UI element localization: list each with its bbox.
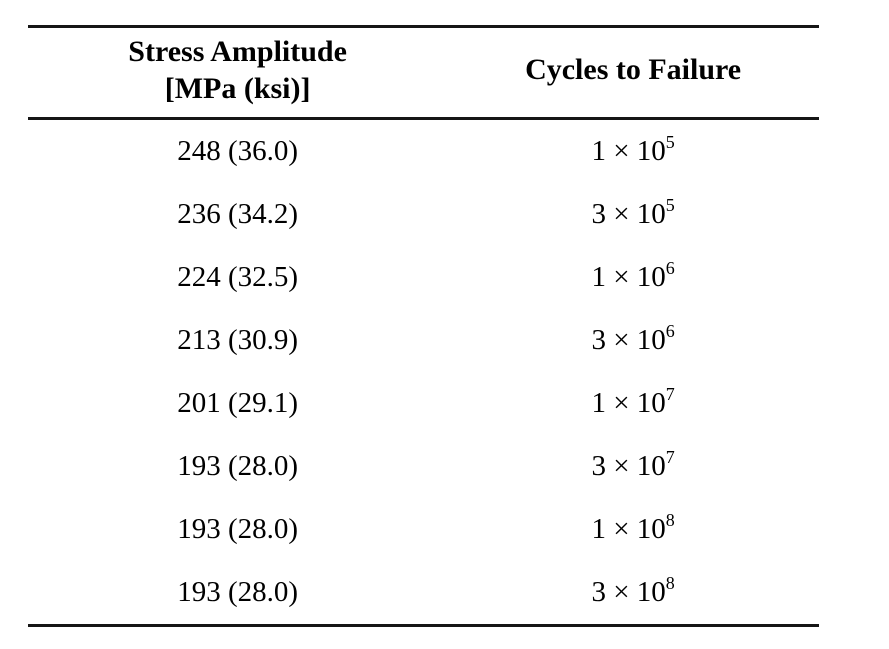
table-row: 224 (32.5) 1 × 106 <box>28 246 819 309</box>
stress-header-line1: Stress Amplitude <box>128 35 347 68</box>
cycles-value: 1 × 108 <box>447 498 819 561</box>
table-row: 193 (28.0) 1 × 108 <box>28 498 819 561</box>
cycles-base: 3 × 10 <box>591 449 666 482</box>
cycles-value: 1 × 107 <box>447 372 819 435</box>
table-row: 248 (36.0) 1 × 105 <box>28 118 819 183</box>
cycles-exponent: 7 <box>665 384 675 405</box>
cycles-exponent: 6 <box>665 321 675 342</box>
stress-value: 213 (30.9) <box>177 323 299 356</box>
stress-value: 201 (29.1) <box>177 386 299 419</box>
table-row: 193 (28.0) 3 × 108 <box>28 561 819 626</box>
cycles-base: 1 × 10 <box>591 386 666 419</box>
table-row: 236 (34.2) 3 × 105 <box>28 183 819 246</box>
col-header-stress-amplitude: Stress Amplitude [MPa (ksi)] <box>28 26 448 120</box>
cycles-header-label: Cycles to Failure <box>525 53 742 87</box>
cycles-base: 3 × 10 <box>591 323 666 356</box>
cycles-base: 3 × 10 <box>591 197 666 230</box>
cycles-base: 1 × 10 <box>591 134 666 167</box>
stress-value: 224 (32.5) <box>177 260 299 293</box>
cycles-exponent: 6 <box>665 258 675 279</box>
stress-value: 236 (34.2) <box>177 197 299 230</box>
cycles-base: 1 × 10 <box>591 260 666 293</box>
fatigue-data-table: Stress Amplitude [MPa (ksi)] Cycles to F… <box>28 25 819 627</box>
table-row: 193 (28.0) 3 × 107 <box>28 435 819 498</box>
cycles-value: 3 × 105 <box>447 183 819 246</box>
cycles-value: 1 × 105 <box>447 118 819 183</box>
cycles-value: 1 × 106 <box>447 246 819 309</box>
cycles-value: 3 × 106 <box>447 309 819 372</box>
cycles-base: 3 × 10 <box>591 575 666 608</box>
cycles-value: 3 × 107 <box>447 435 819 498</box>
stress-value: 193 (28.0) <box>177 575 299 608</box>
stress-value: 193 (28.0) <box>177 512 299 545</box>
cycles-exponent: 7 <box>665 447 675 468</box>
header-row: Stress Amplitude [MPa (ksi)] Cycles to F… <box>28 26 819 120</box>
cycles-exponent: 5 <box>665 195 675 216</box>
cycles-base: 1 × 10 <box>591 512 666 545</box>
table-row: 201 (29.1) 1 × 107 <box>28 372 819 435</box>
cycles-exponent: 8 <box>665 573 675 594</box>
col-header-cycles-to-failure: Cycles to Failure <box>447 26 819 120</box>
stress-value: 193 (28.0) <box>177 449 299 482</box>
table-row: 213 (30.9) 3 × 106 <box>28 309 819 372</box>
cycles-value: 3 × 108 <box>447 561 819 626</box>
stress-header-line2: [MPa (ksi)] <box>164 71 311 105</box>
stress-value: 248 (36.0) <box>177 134 299 167</box>
cycles-exponent: 8 <box>665 510 675 531</box>
cycles-exponent: 5 <box>665 132 675 153</box>
